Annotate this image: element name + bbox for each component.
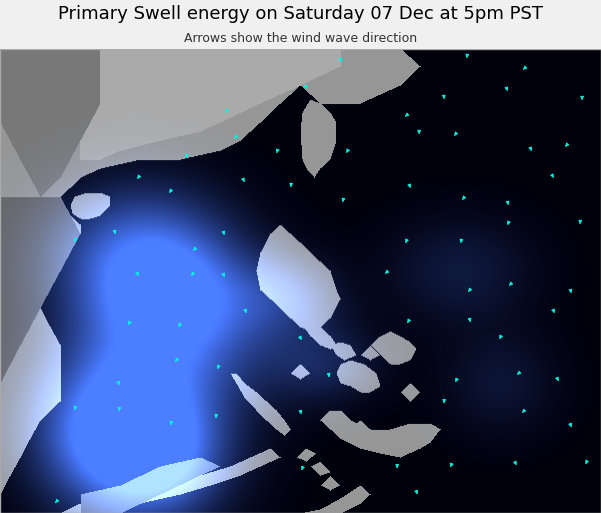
Text: Arrows show the wind wave direction: Arrows show the wind wave direction bbox=[184, 32, 417, 46]
Text: Primary Swell energy on Saturday 07 Dec at 5pm PST: Primary Swell energy on Saturday 07 Dec … bbox=[58, 5, 543, 23]
